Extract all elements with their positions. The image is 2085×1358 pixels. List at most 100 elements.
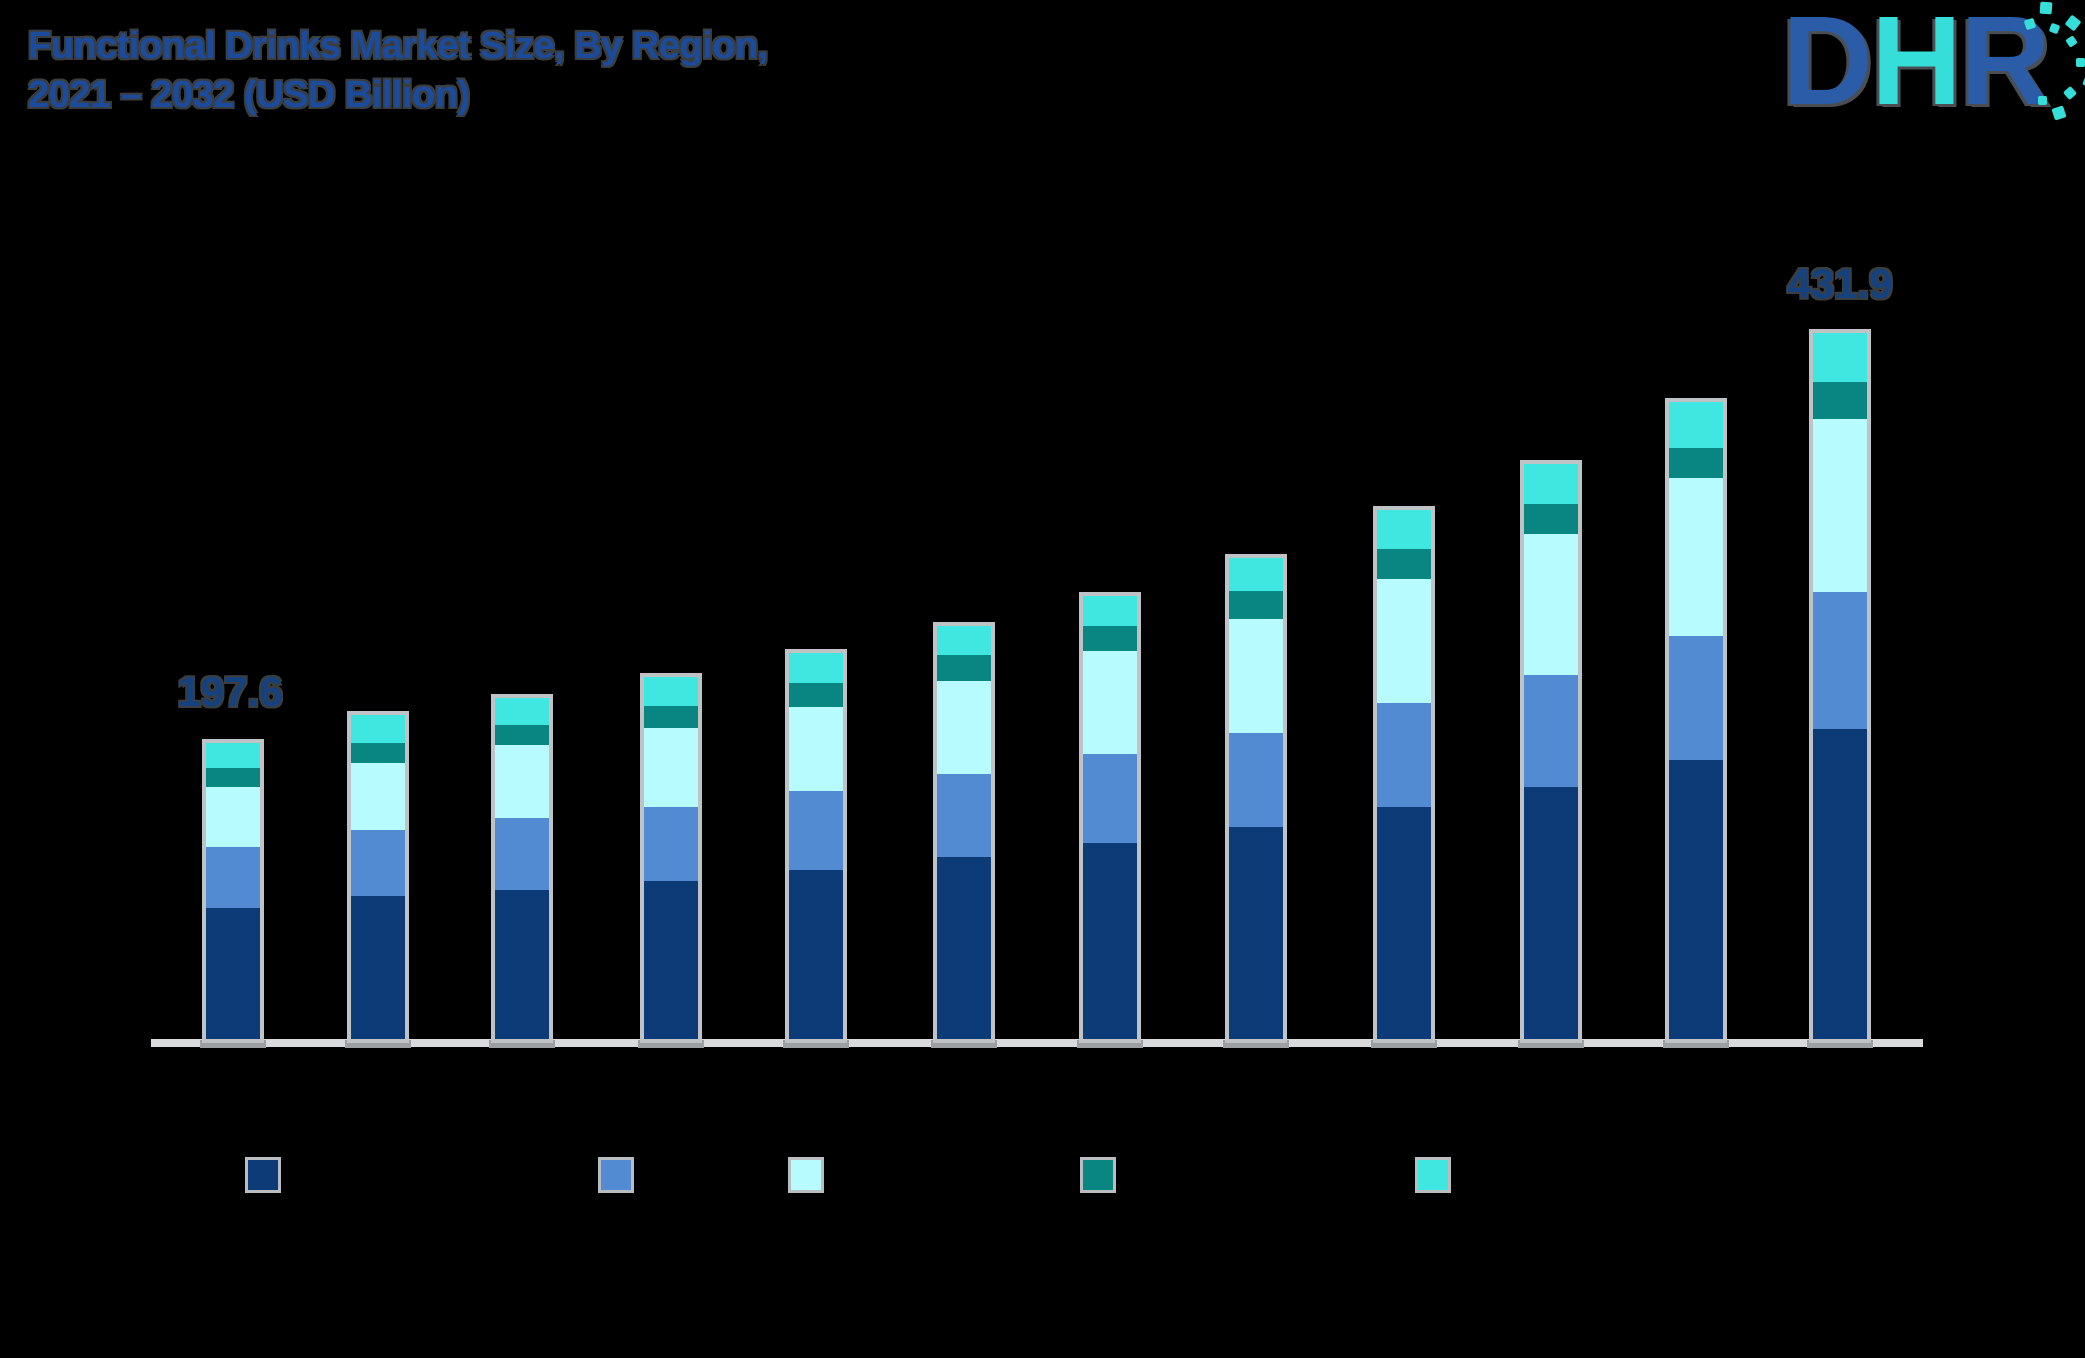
bar-2023-segment-2 — [495, 818, 549, 890]
bar-2027-segment-5 — [1083, 596, 1137, 626]
bar-2028-segment-3 — [1229, 619, 1283, 733]
chart-title: Functional Drinks Market Size, By Region… — [28, 22, 768, 120]
bar-2030-segment-4 — [1524, 504, 1578, 534]
bar-2032-segment-3 — [1813, 419, 1867, 592]
burst-dot-10 — [2051, 105, 2067, 121]
bar-2022-segment-3 — [351, 763, 405, 830]
baseline-tick-2031 — [1663, 1040, 1729, 1048]
bar-2026-segment-1 — [937, 857, 991, 1039]
burst-dot-11 — [2037, 95, 2047, 105]
bar-2024-segment-2 — [644, 807, 698, 881]
bar-2022-segment-4 — [351, 743, 405, 763]
bar-2027 — [1083, 596, 1137, 1039]
baseline-tick-2028 — [1223, 1040, 1289, 1048]
bar-2029 — [1377, 510, 1431, 1039]
dhr-logo-letter-h: H — [1871, 0, 1962, 131]
baseline-tick-2021 — [200, 1040, 266, 1048]
bar-2023 — [495, 698, 549, 1039]
burst-dot-2 — [2039, 1, 2053, 15]
bar-2025-segment-5 — [789, 653, 843, 683]
x-axis-baseline — [151, 1039, 1923, 1047]
bar-2025-segment-1 — [789, 870, 843, 1039]
baseline-tick-2032 — [1807, 1040, 1873, 1048]
legend-swatch-1 — [248, 1160, 278, 1190]
baseline-tick-2022 — [345, 1040, 411, 1048]
value-label-2032: 431.9 — [1787, 260, 1893, 307]
chart-title-line1: Functional Drinks Market Size, By Region… — [28, 25, 768, 67]
baseline-tick-2027 — [1077, 1040, 1143, 1048]
bar-2030-segment-1 — [1524, 787, 1578, 1039]
bar-2032-segment-1 — [1813, 729, 1867, 1039]
bar-2029-segment-1 — [1377, 807, 1431, 1039]
value-label-2021: 197.6 — [177, 668, 283, 715]
bar-2024-segment-3 — [644, 728, 698, 807]
bar-2031-segment-3 — [1669, 478, 1723, 636]
dhr-logo-letter-d: D — [1782, 0, 1873, 131]
bar-2021-segment-2 — [206, 847, 260, 908]
bar-2028-segment-5 — [1229, 558, 1283, 591]
dhr-logo-letter-r: R — [1960, 0, 2051, 131]
bar-2024-segment-4 — [644, 706, 698, 728]
baseline-tick-2024 — [638, 1040, 704, 1048]
bar-2028-segment-1 — [1229, 827, 1283, 1039]
bar-2027-segment-1 — [1083, 843, 1137, 1039]
bar-2023-segment-5 — [495, 698, 549, 725]
bar-2021-segment-1 — [206, 908, 260, 1039]
bar-2023-segment-1 — [495, 890, 549, 1039]
legend-swatch-4 — [1083, 1160, 1113, 1190]
bar-2028 — [1229, 558, 1283, 1039]
bar-2026-segment-4 — [937, 655, 991, 681]
bar-2023-segment-4 — [495, 725, 549, 745]
legend-swatch-3 — [791, 1160, 821, 1190]
baseline-tick-2025 — [783, 1040, 849, 1048]
bar-2029-segment-4 — [1377, 549, 1431, 579]
bar-2032-segment-5 — [1813, 333, 1867, 382]
bar-2026-segment-2 — [937, 774, 991, 857]
bar-2030-segment-3 — [1524, 534, 1578, 675]
bar-2021-segment-3 — [206, 787, 260, 847]
bar-2027-segment-4 — [1083, 626, 1137, 651]
bar-2024-segment-5 — [644, 677, 698, 706]
legend-swatch-5 — [1418, 1160, 1448, 1190]
bar-2029-segment-5 — [1377, 510, 1431, 549]
bar-2028-segment-4 — [1229, 591, 1283, 619]
bar-2025-segment-3 — [789, 707, 843, 791]
bar-2027-segment-3 — [1083, 651, 1137, 754]
baseline-tick-2026 — [931, 1040, 997, 1048]
bar-2026 — [937, 626, 991, 1039]
bar-2022-segment-1 — [351, 896, 405, 1039]
bar-2025-segment-2 — [789, 791, 843, 870]
bar-2030-segment-5 — [1524, 464, 1578, 504]
bar-2031-segment-1 — [1669, 760, 1723, 1039]
legend-swatch-2 — [601, 1160, 631, 1190]
bar-2025-segment-4 — [789, 683, 843, 707]
bar-2027-segment-2 — [1083, 754, 1137, 843]
bar-2029-segment-3 — [1377, 579, 1431, 703]
bar-2021-segment-5 — [206, 743, 260, 768]
bar-2025 — [789, 653, 843, 1039]
baseline-tick-2023 — [489, 1040, 555, 1048]
burst-dot-7 — [2075, 57, 2085, 67]
dhr-logo: DHR — [1782, 0, 2085, 136]
baseline-tick-2030 — [1518, 1040, 1584, 1048]
bar-2022-segment-5 — [351, 715, 405, 743]
bar-2021-segment-4 — [206, 768, 260, 787]
bar-2026-segment-3 — [937, 681, 991, 774]
bar-2031-segment-4 — [1669, 448, 1723, 478]
bar-2030-segment-2 — [1524, 675, 1578, 787]
bar-2021 — [206, 743, 260, 1039]
baseline-tick-2029 — [1371, 1040, 1437, 1048]
bar-2031-segment-2 — [1669, 636, 1723, 760]
bar-2024-segment-1 — [644, 881, 698, 1039]
bar-2032-segment-2 — [1813, 592, 1867, 729]
bar-2032 — [1813, 333, 1867, 1039]
bar-2022-segment-2 — [351, 830, 405, 896]
chart-title-line2: 2021 – 2032 (USD Billion) — [28, 74, 470, 116]
bar-2028-segment-2 — [1229, 733, 1283, 827]
bar-2022 — [351, 715, 405, 1039]
bar-2024 — [644, 677, 698, 1039]
bar-2031-segment-5 — [1669, 402, 1723, 448]
bar-2029-segment-2 — [1377, 703, 1431, 807]
bar-2032-segment-4 — [1813, 382, 1867, 419]
